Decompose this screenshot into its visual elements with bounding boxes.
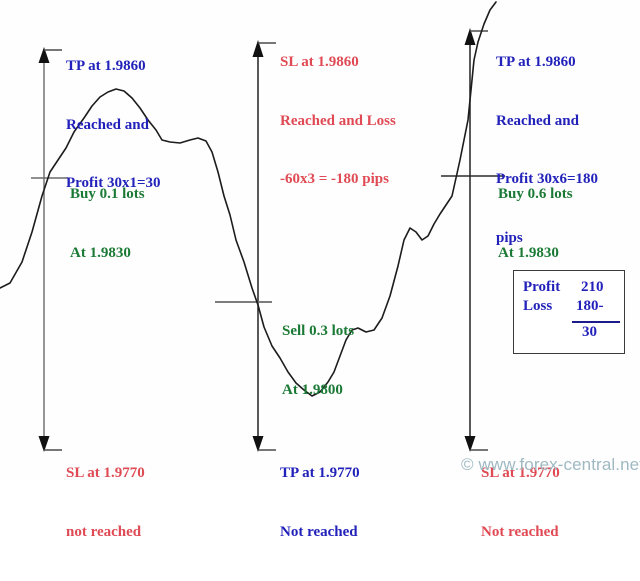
trade1-sl-annotation: SL at 1.9770 not reached [66, 425, 145, 581]
trade2-sl-line1: SL at 1.9860 [280, 54, 359, 70]
price-line [0, 1, 497, 397]
trade1-tp-line2: Reached and [66, 116, 149, 133]
trade2-tp-line2: Not reached [280, 523, 358, 540]
trade1-tp-annotation: TP at 1.9860 Reached and Profit 30x1=30 [66, 18, 161, 233]
trade3-tp-line4: pips [496, 229, 523, 246]
trade3-sl-annotation: SL at 1.9770 Not reached [481, 425, 560, 581]
trade1-entry-line2: At 1.9830 [70, 244, 131, 261]
trade2-entry-annotation: Sell 0.3 lots At 1.9800 [282, 283, 354, 439]
trade3-tp-line2: Reached and [496, 112, 579, 129]
trade2-sl-line3: -60x3 = -180 pips [280, 171, 389, 187]
watermark-text: © www.forex-central.net [461, 455, 640, 474]
trade3-entry-line2: At 1.9830 [498, 244, 559, 261]
trade1-sl-line1: SL at 1.9770 [66, 465, 145, 481]
trade1-tp-line1: TP at 1.9860 [66, 58, 146, 74]
loss-label: Loss [523, 298, 553, 314]
loss-value: 180- [576, 298, 604, 314]
profit-loss-summary-box: Profit 210 Loss 180- 30 [513, 270, 625, 354]
trade2-marker-axis [215, 40, 276, 452]
profit-label: Profit [523, 279, 561, 295]
price-chart [0, 1, 505, 452]
trade2-tp-line1: TP at 1.9770 [280, 465, 360, 481]
trade1-entry-line1: Buy 0.1 lots [70, 186, 145, 202]
profit-value: 210 [581, 279, 604, 295]
trade2-entry-line1: Sell 0.3 lots [282, 323, 355, 339]
trade1-tp-line3: Profit 30x1=30 [66, 175, 161, 191]
diagram-canvas: TP at 1.9860 Reached and Profit 30x1=30 … [0, 1, 640, 540]
trade2-entry-line2: At 1.9800 [282, 381, 343, 398]
trade3-tp-line1: TP at 1.9860 [496, 54, 576, 70]
trade3-sl-line2: Not reached [481, 523, 559, 540]
net-total-value: 30 [582, 324, 597, 340]
trade3-sl-line1: SL at 1.9770 [481, 465, 560, 481]
trade1-entry-annotation: Buy 0.1 lots At 1.9830 [70, 146, 145, 302]
trade2-tp-annotation: TP at 1.9770 Not reached [280, 425, 360, 581]
trade3-tp-annotation: TP at 1.9860 Reached and Profit 30x6=180… [496, 14, 598, 287]
summary-divider [572, 321, 620, 323]
trade3-entry-line1: Buy 0.6 lots [498, 186, 573, 202]
trade1-sl-line2: not reached [66, 523, 142, 540]
trade3-marker-axis [441, 28, 505, 452]
trade3-tp-line3: Profit 30x6=180 [496, 171, 599, 187]
trade2-sl-line2: Reached and Loss [280, 112, 396, 129]
trade1-marker-axis [31, 47, 68, 452]
trade3-entry-annotation: Buy 0.6 lots At 1.9830 [498, 146, 573, 302]
trade2-sl-annotation: SL at 1.9860 Reached and Loss -60x3 = -1… [280, 14, 396, 229]
